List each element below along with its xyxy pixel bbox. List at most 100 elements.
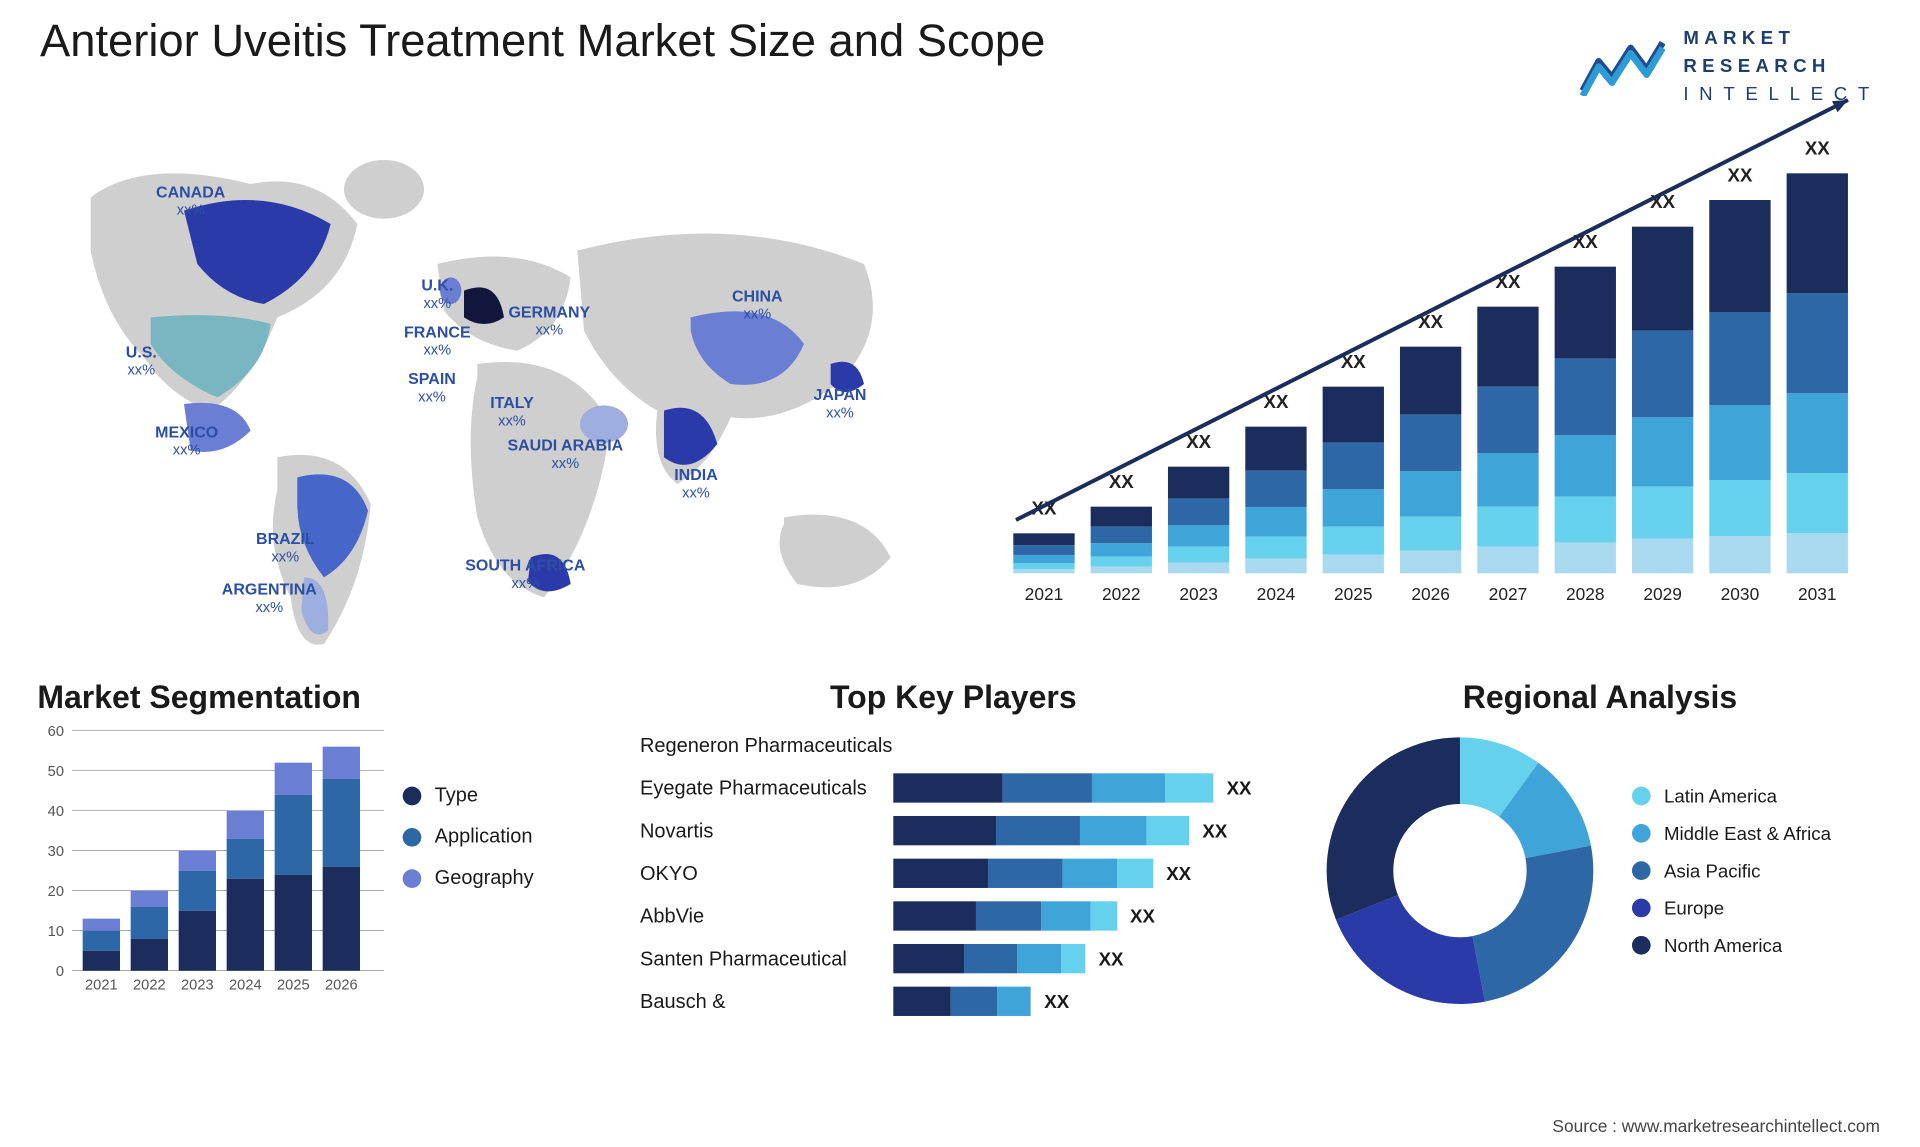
player-row: Novartis XX — [640, 811, 1267, 851]
legend-label: Asia Pacific — [1664, 860, 1760, 881]
player-bar-segment — [893, 987, 951, 1016]
world-map-panel: CANADAxx%U.S.xx%MEXICOxx%BRAZILxx%ARGENT… — [37, 117, 944, 657]
svg-text:GERMANY: GERMANY — [508, 304, 590, 321]
svg-text:2025: 2025 — [277, 977, 310, 993]
player-name: Novartis — [640, 819, 893, 842]
player-value: XX — [1202, 820, 1227, 841]
segmentation-chart: 0102030405060202120222023202420252026 — [37, 725, 384, 1025]
logo-line1: MARKET — [1683, 24, 1880, 52]
svg-text:2022: 2022 — [1102, 584, 1141, 604]
svg-text:xx%: xx% — [177, 203, 205, 219]
svg-text:xx%: xx% — [423, 296, 451, 312]
svg-text:xx%: xx% — [682, 485, 710, 501]
player-row: Eyegate PharmaceuticalsXX — [640, 768, 1267, 808]
regional-title: Regional Analysis — [1320, 680, 1880, 717]
player-bar — [893, 987, 1031, 1016]
segmentation-panel: Market Segmentation 01020304050602021202… — [37, 680, 610, 1053]
svg-text:BRAZIL: BRAZIL — [256, 531, 315, 548]
player-bar-segment — [1002, 773, 1093, 802]
region-legend-item: Middle East & Africa — [1632, 823, 1831, 844]
player-bar-segment — [893, 901, 975, 930]
player-bar-segment — [1147, 816, 1189, 845]
legend-label: Europe — [1664, 897, 1724, 918]
svg-text:U.S.: U.S. — [126, 344, 157, 361]
player-bar-segment — [1117, 859, 1153, 888]
player-bar-segment — [893, 944, 963, 973]
svg-text:U.K.: U.K. — [421, 278, 453, 295]
legend-label: Type — [435, 784, 478, 807]
player-bar-segment — [1018, 944, 1061, 973]
seg-legend-item: Application — [403, 825, 534, 848]
legend-label: Middle East & Africa — [1664, 823, 1831, 844]
player-bar — [893, 859, 1153, 888]
logo-line2: RESEARCH — [1683, 52, 1880, 80]
svg-text:xx%: xx% — [255, 600, 283, 616]
svg-text:10: 10 — [48, 924, 64, 940]
regional-legend: Latin America Middle East & Africa Asia Pa… — [1632, 769, 1831, 972]
svg-text:FRANCE: FRANCE — [404, 324, 471, 341]
svg-text:0: 0 — [56, 964, 64, 980]
svg-text:2031: 2031 — [1798, 584, 1837, 604]
svg-text:CHINA: CHINA — [732, 288, 783, 305]
brand-logo: MARKET RESEARCH INTELLECT — [1579, 24, 1880, 108]
legend-swatch — [1632, 899, 1651, 918]
svg-text:xx%: xx% — [173, 443, 201, 459]
svg-text:CANADA: CANADA — [156, 184, 226, 201]
regional-donut — [1320, 731, 1600, 1011]
svg-text:XX: XX — [1805, 138, 1830, 159]
seg-legend-item: Type — [403, 784, 534, 807]
legend-swatch — [403, 827, 422, 846]
svg-text:2024: 2024 — [1257, 584, 1296, 604]
legend-swatch — [1632, 824, 1651, 843]
player-value: XX — [1099, 948, 1124, 969]
player-bar-segment — [951, 987, 997, 1016]
player-bar-segment — [1061, 944, 1085, 973]
player-name: OKYO — [640, 862, 893, 885]
player-name: Bausch & — [640, 990, 893, 1013]
svg-text:2021: 2021 — [85, 977, 118, 993]
svg-text:2028: 2028 — [1566, 584, 1605, 604]
svg-text:xx%: xx% — [271, 549, 299, 565]
svg-text:2025: 2025 — [1334, 584, 1373, 604]
svg-text:ARGENTINA: ARGENTINA — [222, 582, 317, 599]
svg-text:20: 20 — [48, 884, 64, 900]
player-bar-segment — [1062, 859, 1116, 888]
svg-text:50: 50 — [48, 764, 64, 780]
key-players-panel: Top Key Players Regeneron Pharmaceutical… — [640, 680, 1267, 1067]
player-bar-segment — [893, 816, 996, 845]
svg-text:xx%: xx% — [418, 389, 446, 405]
svg-text:xx%: xx% — [826, 405, 854, 421]
regional-panel: Regional Analysis Latin America Middle Ea… — [1320, 680, 1880, 1053]
legend-label: Latin America — [1664, 785, 1777, 806]
player-bar-segment — [893, 773, 1002, 802]
svg-text:XX: XX — [1728, 164, 1753, 185]
player-bar-segment — [997, 987, 1031, 1016]
player-bar — [893, 816, 1189, 845]
player-bar — [893, 901, 1116, 930]
footer-source: Source : www.marketresearchintellect.com — [1552, 1116, 1880, 1136]
player-row: Bausch &XX — [640, 981, 1267, 1021]
svg-text:xx%: xx% — [127, 363, 155, 379]
player-name: Santen Pharmaceutical — [640, 947, 893, 970]
page-title: Anterior Uveitis Treatment Market Size a… — [40, 16, 1045, 68]
key-players-title: Top Key Players — [640, 680, 1267, 717]
player-value: XX — [1227, 777, 1252, 798]
svg-text:xx%: xx% — [423, 343, 451, 359]
svg-text:2026: 2026 — [325, 977, 358, 993]
svg-text:SPAIN: SPAIN — [408, 371, 456, 388]
player-value: XX — [1166, 863, 1191, 884]
player-row: AbbVieXX — [640, 896, 1267, 936]
svg-text:2029: 2029 — [1643, 584, 1682, 604]
svg-text:ITALY: ITALY — [490, 395, 534, 412]
legend-label: Geography — [435, 867, 534, 890]
svg-text:SOUTH AFRICA: SOUTH AFRICA — [465, 558, 586, 575]
svg-text:40: 40 — [48, 804, 64, 820]
player-bar — [893, 944, 1085, 973]
legend-swatch — [403, 786, 422, 805]
svg-text:2027: 2027 — [1489, 584, 1528, 604]
svg-text:2024: 2024 — [229, 977, 262, 993]
segmentation-legend: Type Application Geography — [403, 765, 534, 908]
region-legend-item: North America — [1632, 935, 1831, 956]
svg-text:2023: 2023 — [1179, 584, 1218, 604]
svg-text:2023: 2023 — [181, 977, 214, 993]
